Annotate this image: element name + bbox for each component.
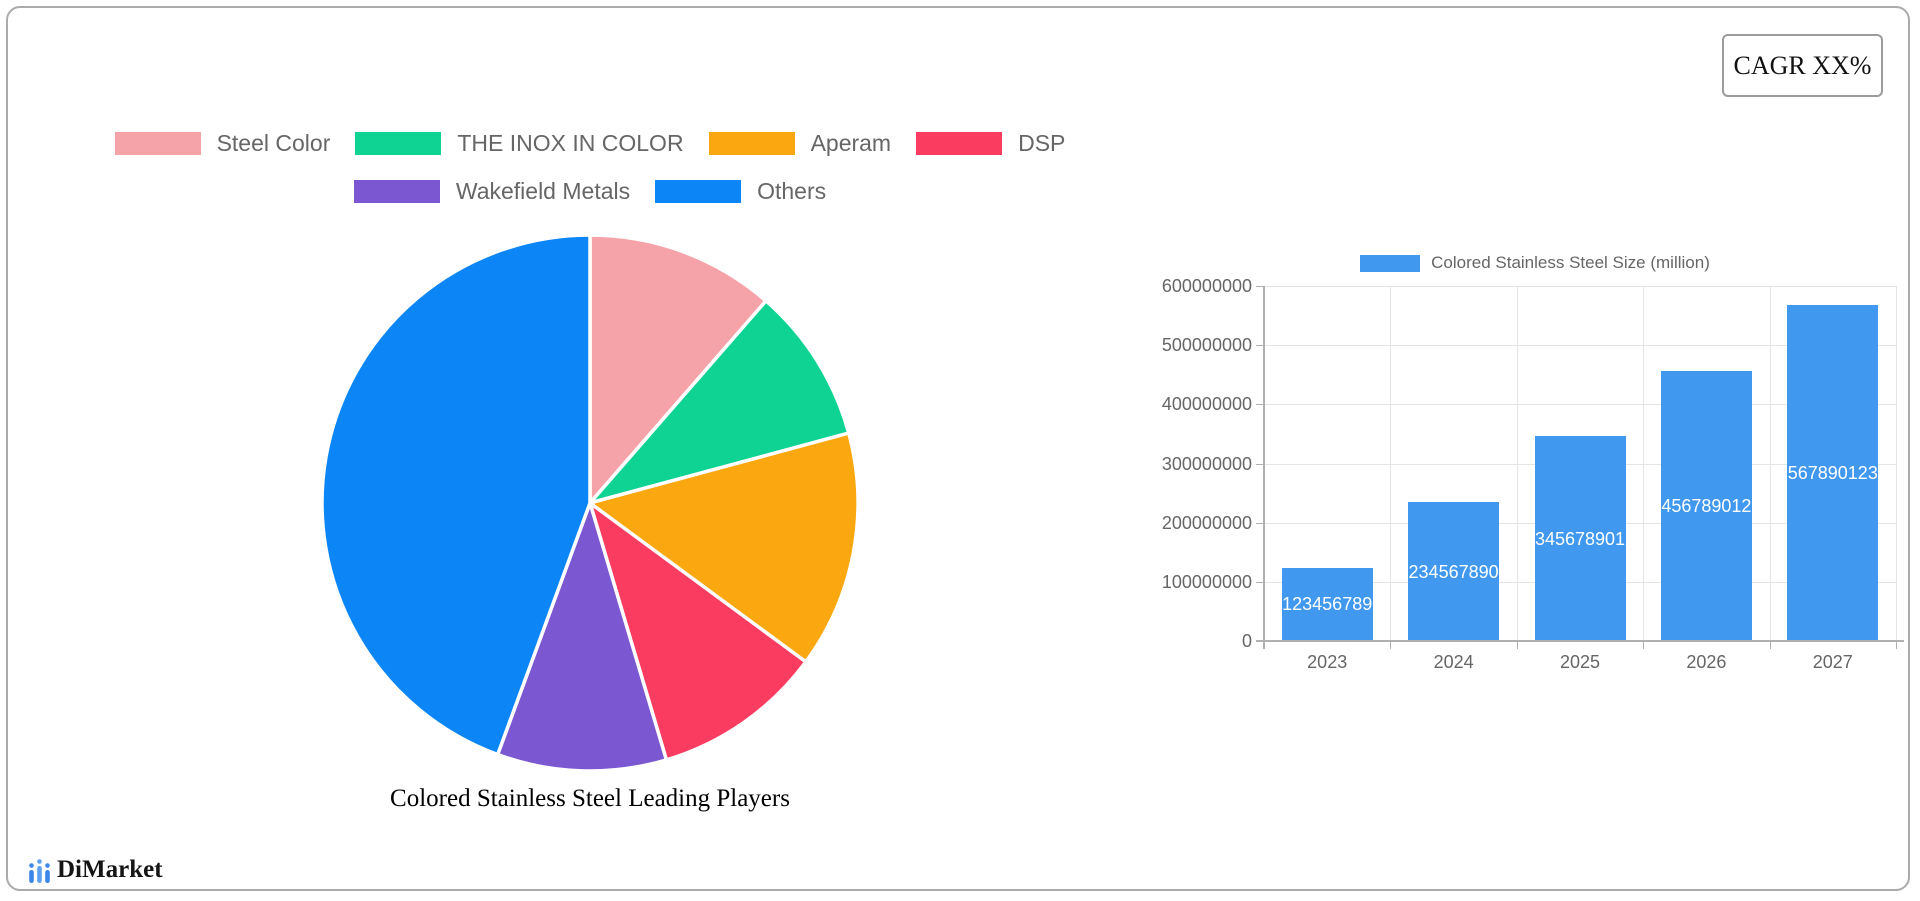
y-axis-tick bbox=[1256, 345, 1263, 347]
pie-chart-title: Colored Stainless Steel Leading Players bbox=[390, 785, 790, 812]
y-axis-tick bbox=[1256, 463, 1263, 465]
y-axis-label: 600000000 bbox=[1161, 276, 1252, 296]
x-axis-tick bbox=[1390, 642, 1392, 649]
y-axis-label: 100000000 bbox=[1161, 571, 1252, 592]
bar-legend-swatch bbox=[1360, 254, 1421, 272]
x-axis-tick bbox=[1769, 642, 1771, 649]
y-axis-line bbox=[1263, 286, 1265, 649]
gridline bbox=[1896, 286, 1897, 641]
x-axis-tick bbox=[1643, 642, 1645, 649]
bar-data-label: 456789012 bbox=[1661, 495, 1752, 516]
legend-swatch bbox=[708, 132, 795, 155]
bar-2025[interactable] bbox=[1534, 436, 1626, 641]
logo-text: DiMarket bbox=[57, 856, 163, 883]
legend-swatch bbox=[353, 180, 440, 203]
pie-legend-row: Wakefield Metals Others bbox=[353, 178, 826, 205]
pie-slice-others[interactable] bbox=[320, 233, 592, 757]
x-axis-line bbox=[1256, 640, 1904, 642]
legend-label: THE INOX IN COLOR bbox=[457, 130, 684, 156]
pie-slice-steel-color[interactable] bbox=[588, 233, 768, 505]
pie-slice-dsp[interactable] bbox=[588, 501, 808, 762]
gridline bbox=[1390, 286, 1392, 641]
y-axis-tick bbox=[1256, 522, 1263, 524]
dimarket-logo: DiMarket bbox=[28, 857, 163, 883]
x-axis-label: 2024 bbox=[1433, 652, 1474, 672]
gridline bbox=[1643, 286, 1645, 641]
gridline bbox=[1769, 286, 1771, 641]
pie-legend-item-the-inox-in-color[interactable]: THE INOX IN COLOR bbox=[355, 130, 684, 157]
pie-slice-wakefield-metals[interactable] bbox=[495, 501, 669, 773]
pie-legend-item-aperam[interactable]: Aperam bbox=[708, 130, 892, 157]
gridline bbox=[1264, 286, 1896, 287]
legend-label: DSP bbox=[1018, 130, 1066, 156]
pie-slice-aperam[interactable] bbox=[588, 431, 860, 664]
bar-data-label: 567890123 bbox=[1787, 462, 1878, 483]
bar-chart-plot: 0 100000000 200000000 300000000 400000000 500… bbox=[1162, 276, 1904, 672]
x-axis-label: 2026 bbox=[1686, 652, 1727, 672]
bar-2027[interactable] bbox=[1787, 304, 1879, 641]
pie-legend: Steel Color THE INOX IN COLOR Aperam DSP Wak… bbox=[58, 130, 1122, 205]
x-axis-tick bbox=[1896, 642, 1897, 649]
y-axis-tick bbox=[1256, 581, 1263, 583]
pie-slice-the-inox-in-color[interactable] bbox=[588, 299, 851, 505]
y-axis-label: 400000000 bbox=[1161, 394, 1252, 415]
legend-swatch bbox=[355, 132, 442, 155]
legend-swatch bbox=[114, 132, 201, 155]
bar-2026[interactable] bbox=[1660, 370, 1752, 641]
cagr-label: CAGR XX% bbox=[1733, 50, 1872, 80]
legend-swatch bbox=[916, 132, 1003, 155]
legend-label: Aperam bbox=[810, 130, 892, 156]
gridline bbox=[1264, 404, 1896, 406]
bar-data-label: 234567890 bbox=[1408, 561, 1499, 582]
pie-legend-row: Steel Color THE INOX IN COLOR Aperam DSP bbox=[114, 130, 1065, 157]
pie-legend-item-dsp[interactable]: DSP bbox=[916, 130, 1065, 157]
legend-label: Others bbox=[757, 178, 827, 204]
legend-label: Wakefield Metals bbox=[455, 178, 631, 204]
bar-2024[interactable] bbox=[1408, 502, 1500, 641]
bar-2023[interactable] bbox=[1281, 567, 1373, 641]
pie-legend-item-others[interactable]: Others bbox=[655, 178, 826, 205]
gridline bbox=[1264, 345, 1896, 347]
bar-legend-label: Colored Stainless Steel Size (million) bbox=[1431, 253, 1710, 272]
legend-swatch bbox=[655, 180, 742, 203]
bar-data-label: 345678901 bbox=[1534, 528, 1626, 549]
pie-legend-item-steel-color[interactable]: Steel Color bbox=[114, 130, 331, 157]
bar-chart-icon bbox=[29, 859, 50, 883]
y-axis-label: 200000000 bbox=[1161, 512, 1252, 533]
x-axis-label: 2027 bbox=[1812, 652, 1853, 672]
y-axis-label: 300000000 bbox=[1161, 453, 1252, 474]
bar-chart-legend[interactable]: Colored Stainless Steel Size (million) bbox=[1160, 252, 1910, 274]
report-border bbox=[6, 6, 1910, 891]
y-axis-tick bbox=[1256, 404, 1263, 406]
bar-data-label: 123456789 bbox=[1282, 594, 1373, 615]
pie-chart bbox=[320, 233, 860, 773]
x-axis-label: 2025 bbox=[1559, 652, 1601, 672]
cagr-badge: CAGR XX% bbox=[1722, 34, 1883, 97]
y-axis-label: 0 bbox=[1241, 631, 1252, 651]
pie-legend-item-wakefield-metals[interactable]: Wakefield Metals bbox=[353, 178, 631, 205]
legend-label: Steel Color bbox=[216, 130, 331, 156]
x-axis-label: 2023 bbox=[1307, 652, 1348, 672]
gridline bbox=[1516, 286, 1518, 641]
y-axis-label: 500000000 bbox=[1161, 335, 1252, 356]
y-axis-tick bbox=[1256, 286, 1263, 287]
x-axis-tick bbox=[1516, 642, 1518, 649]
